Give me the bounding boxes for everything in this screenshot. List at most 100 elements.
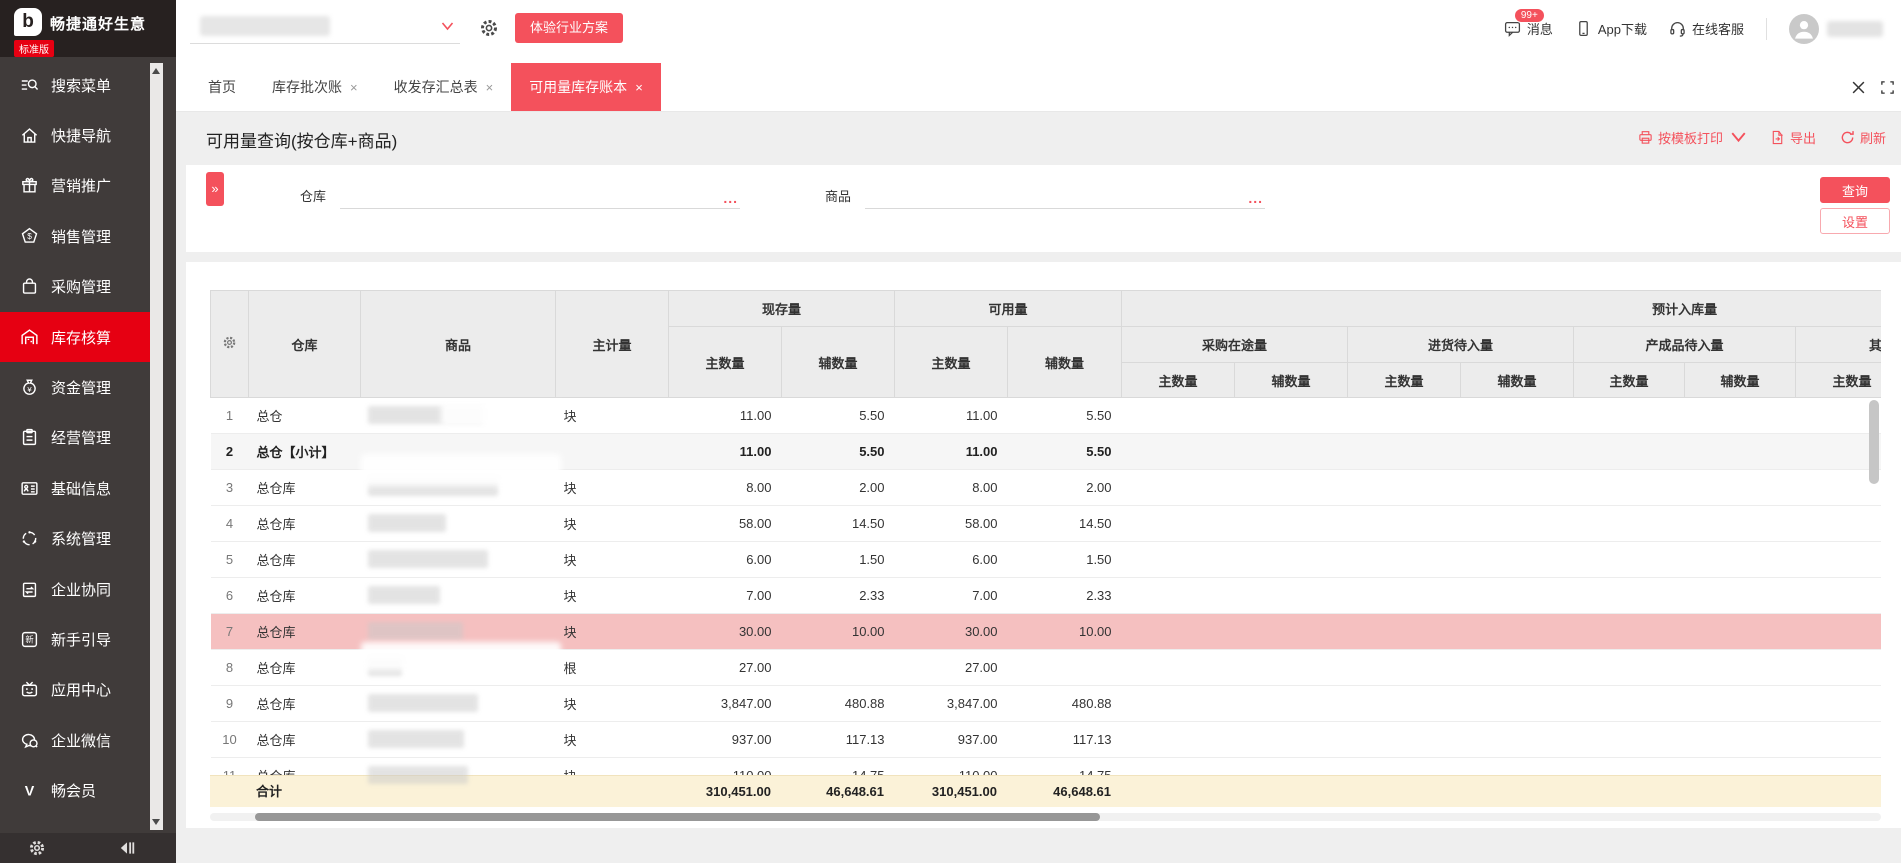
tab-close-icon[interactable]: × [485,79,494,95]
tab-3[interactable]: 收发存汇总表 × [376,63,512,111]
cell [1795,505,1881,542]
print-by-template-button[interactable]: 按模板打印 [1638,128,1746,147]
person-icon [1795,20,1813,39]
col-header-transit-aux[interactable]: 辅数量 [1234,362,1349,398]
cell [1121,433,1235,470]
sidebar-item-12[interactable]: 新 新手引导 [0,614,150,664]
warehouse-filter-input[interactable]: ... [340,179,740,209]
product-more-button[interactable]: ... [1248,190,1263,206]
cell: 块 [555,721,669,758]
col-header-available-aux[interactable]: 辅数量 [1007,326,1123,398]
table-row-5[interactable]: 5 总仓库块 6.00 1.50 6.00 1.50 [210,541,1881,578]
cell [1234,613,1348,650]
tab-2[interactable]: 库存批次账 × [254,63,376,111]
col-header-warehouse[interactable]: 仓库 [248,290,361,398]
sidebar-item-5[interactable]: 采购管理 [0,262,150,312]
purchase-icon [22,278,37,294]
table-row-7[interactable]: 7 总仓库块 30.00 10.00 30.00 10.00 [210,613,1881,650]
cell: 937.00 [894,721,1008,758]
org-selector[interactable] [190,12,460,44]
sidebar-item-11[interactable]: 企业协同 [0,564,150,614]
table-row-6[interactable]: 6 总仓库块 7.00 2.33 7.00 2.33 [210,577,1881,614]
cell [1684,577,1796,614]
collapse-filter-button[interactable]: » [206,172,224,206]
cell [1347,433,1461,470]
cell: 块 [555,505,669,542]
totals-available-main: 310,451.00 [931,784,997,799]
col-header-stock-aux[interactable]: 辅数量 [780,326,896,398]
sidebar-item-8[interactable]: 经营管理 [0,413,150,463]
collapse-sidebar-icon[interactable] [118,839,136,857]
col-header-incoming-aux[interactable]: 辅数量 [1460,362,1575,398]
table-row-2[interactable]: 2 总仓【小计】 11.00 5.50 11.00 5.50 [210,433,1881,470]
cell: 11.00 [668,433,782,470]
cell [1795,577,1881,614]
table-settings-cell[interactable] [210,290,249,398]
cell [360,721,556,758]
tab-close-icon[interactable]: × [350,79,358,95]
refresh-button[interactable]: 刷新 [1840,128,1886,147]
scroll-down-icon[interactable] [152,819,160,825]
cell [1347,469,1461,506]
sidebar-item-2[interactable]: 快捷导航 [0,110,150,160]
messages-item[interactable]: 消息 99+ [1504,8,1553,38]
table-row-1[interactable]: 1 总仓块 11.00 5.50 11.00 5.50 [210,397,1881,434]
table-row-4[interactable]: 4 总仓库块 58.00 14.50 58.00 14.50 [210,505,1881,542]
sidebar-item-label: 快捷导航 [51,128,112,146]
tab-1[interactable]: 首页 [190,63,254,111]
col-header-finished-aux[interactable]: 辅数量 [1684,362,1797,398]
col-header-unit[interactable]: 主计量 [555,290,669,398]
cell [1795,685,1881,722]
sidebar-settings-gear-icon[interactable] [28,839,46,857]
export-button[interactable]: 导出 [1770,128,1816,147]
column-settings-gear-icon[interactable] [222,335,237,350]
col-header-stock-main[interactable]: 主数量 [668,326,782,398]
app-download-item[interactable]: App下载 [1575,19,1647,38]
col-header-available-main[interactable]: 主数量 [894,326,1009,398]
sidebar-item-9[interactable]: 基础信息 [0,463,150,513]
col-header-finished-main[interactable]: 主数量 [1573,362,1686,398]
scroll-up-icon[interactable] [152,68,160,74]
expand-icon[interactable] [1880,80,1895,95]
warehouse-more-button[interactable]: ... [723,190,738,206]
sidebar-item-7[interactable]: ¥ 资金管理 [0,362,150,412]
avatar [1789,13,1819,44]
settings-button[interactable]: 设置 [1820,208,1890,234]
sidebar-item-4[interactable]: $ 销售管理 [0,211,150,261]
horizontal-scrollbar-thumb[interactable] [255,813,1100,821]
sidebar-scrollbar[interactable] [150,63,163,830]
chevron-down-icon[interactable] [1731,130,1746,145]
close-all-icon[interactable] [1851,80,1866,95]
tab-4[interactable]: 可用量库存账本 × [511,63,661,111]
sidebar-item-1[interactable]: 搜索菜单 [0,60,150,110]
table-row-10[interactable]: 10 总仓库块 937.00 117.13 937.00 117.13 [210,721,1881,758]
cell: 117.13 [1007,721,1122,758]
sidebar-item-15[interactable]: V 畅会员 [0,765,150,815]
sidebar-item-label: 库存核算 [51,329,112,347]
product-filter-input[interactable]: ... [865,179,1265,209]
cell: 总仓库 [248,721,361,758]
chevron-down-icon[interactable] [441,22,454,31]
sidebar-item-13[interactable]: 应用中心 [0,665,150,715]
support-item[interactable]: 在线客服 [1669,19,1744,38]
gear-icon[interactable] [479,18,499,38]
cell: 5.50 [1007,397,1122,434]
export-label: 导出 [1789,131,1816,146]
sidebar-item-14[interactable]: 企业微信 [0,715,150,765]
redacted-product-name [368,586,440,604]
vertical-scrollbar-thumb[interactable] [1869,400,1879,484]
col-header-incoming-main[interactable]: 主数量 [1347,362,1462,398]
cell [1460,469,1574,506]
query-button[interactable]: 查询 [1820,177,1890,203]
sidebar-item-3[interactable]: 营销推广 [0,161,150,211]
experience-plan-button[interactable]: 体验行业方案 [515,13,624,43]
col-header-product[interactable]: 商品 [360,290,556,398]
sidebar-item-6[interactable]: 库存核算 [0,311,150,363]
table-row-9[interactable]: 9 总仓库块 3,847.00 480.88 3,847.00 480.88 [210,685,1881,722]
sidebar-item-10[interactable]: 系统管理 [0,514,150,564]
tab-close-icon[interactable]: × [635,79,643,95]
totals-stock-aux: 46,648.61 [826,784,884,799]
user-account[interactable] [1789,13,1883,44]
col-header-next-main[interactable]: 主数量 [1795,362,1881,398]
col-header-transit-main[interactable]: 主数量 [1121,362,1236,398]
